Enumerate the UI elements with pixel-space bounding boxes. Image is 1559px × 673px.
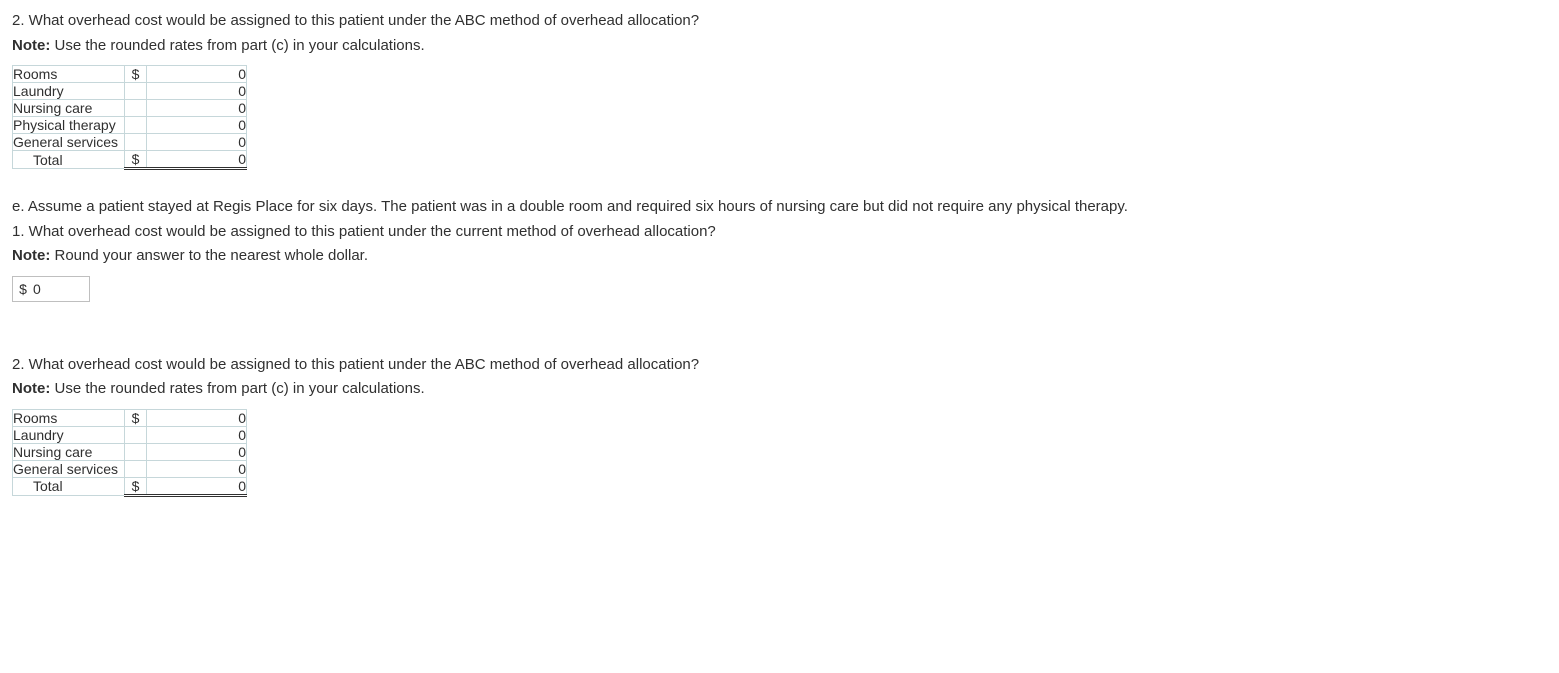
currency-symbol: $ — [13, 277, 33, 301]
total-label: Total — [13, 477, 125, 495]
total-currency-cell[interactable]: $ — [125, 477, 147, 495]
row-label: Physical therapy — [13, 117, 125, 134]
abc-cost-table-e2: Rooms $ 0 Laundry 0 Nursing care 0 Gener… — [12, 409, 247, 497]
currency-cell[interactable]: $ — [125, 66, 147, 83]
row-label: General services — [13, 134, 125, 151]
value-cell[interactable]: 0 — [147, 409, 247, 426]
note-label: Note: — [12, 247, 50, 264]
note-text: Round your answer to the nearest whole d… — [50, 247, 368, 264]
total-label: Total — [13, 151, 125, 169]
total-value-cell[interactable]: 0 — [147, 151, 247, 169]
row-label: Laundry — [13, 426, 125, 443]
table-row: General services 0 — [13, 460, 247, 477]
currency-cell[interactable] — [125, 117, 147, 134]
currency-cell[interactable] — [125, 426, 147, 443]
currency-cell[interactable] — [125, 83, 147, 100]
row-label: General services — [13, 460, 125, 477]
note-label: Note: — [12, 37, 50, 54]
table-row: Nursing care 0 — [13, 100, 247, 117]
total-currency-cell[interactable]: $ — [125, 151, 147, 169]
currency-cell[interactable] — [125, 460, 147, 477]
note-text: Use the rounded rates from part (c) in y… — [50, 380, 424, 397]
question-e-block: e. Assume a patient stayed at Regis Plac… — [12, 196, 1547, 328]
total-value-cell[interactable]: 0 — [147, 477, 247, 495]
abc-cost-table-d2: Rooms $ 0 Laundry 0 Nursing care 0 Physi… — [12, 65, 247, 170]
question-d2-block: 2. What overhead cost would be assigned … — [12, 10, 1547, 170]
value-cell[interactable]: 0 — [147, 443, 247, 460]
value-cell[interactable]: 0 — [147, 460, 247, 477]
row-label: Laundry — [13, 83, 125, 100]
row-label: Nursing care — [13, 100, 125, 117]
question-e1-text: 1. What overhead cost would be assigned … — [12, 221, 1547, 244]
question-d2-note: Note: Use the rounded rates from part (c… — [12, 35, 1547, 58]
value-cell[interactable]: 0 — [147, 100, 247, 117]
table-total-row: Total $ 0 — [13, 151, 247, 169]
question-e1-note: Note: Round your answer to the nearest w… — [12, 245, 1547, 268]
currency-cell[interactable]: $ — [125, 409, 147, 426]
currency-cell[interactable] — [125, 134, 147, 151]
value-cell[interactable]: 0 — [147, 426, 247, 443]
value-cell[interactable]: 0 — [147, 83, 247, 100]
table-row: Nursing care 0 — [13, 443, 247, 460]
note-text: Use the rounded rates from part (c) in y… — [50, 37, 424, 54]
single-answer-box[interactable]: $ 0 — [12, 276, 90, 302]
note-label: Note: — [12, 380, 50, 397]
question-e-intro: e. Assume a patient stayed at Regis Plac… — [12, 196, 1547, 219]
question-e2-note: Note: Use the rounded rates from part (c… — [12, 378, 1547, 401]
row-label: Rooms — [13, 409, 125, 426]
row-label: Nursing care — [13, 443, 125, 460]
table-row: Rooms $ 0 — [13, 409, 247, 426]
question-e2-text: 2. What overhead cost would be assigned … — [12, 354, 1547, 377]
table-row: Laundry 0 — [13, 83, 247, 100]
row-label: Rooms — [13, 66, 125, 83]
value-cell[interactable]: 0 — [147, 117, 247, 134]
table-row: Physical therapy 0 — [13, 117, 247, 134]
answer-value: 0 — [33, 277, 89, 301]
table-row: Laundry 0 — [13, 426, 247, 443]
table-total-row: Total $ 0 — [13, 477, 247, 495]
question-e2-block: 2. What overhead cost would be assigned … — [12, 354, 1547, 497]
currency-cell[interactable] — [125, 443, 147, 460]
table-row: General services 0 — [13, 134, 247, 151]
value-cell[interactable]: 0 — [147, 134, 247, 151]
question-d2-text: 2. What overhead cost would be assigned … — [12, 10, 1547, 33]
table-row: Rooms $ 0 — [13, 66, 247, 83]
value-cell[interactable]: 0 — [147, 66, 247, 83]
currency-cell[interactable] — [125, 100, 147, 117]
